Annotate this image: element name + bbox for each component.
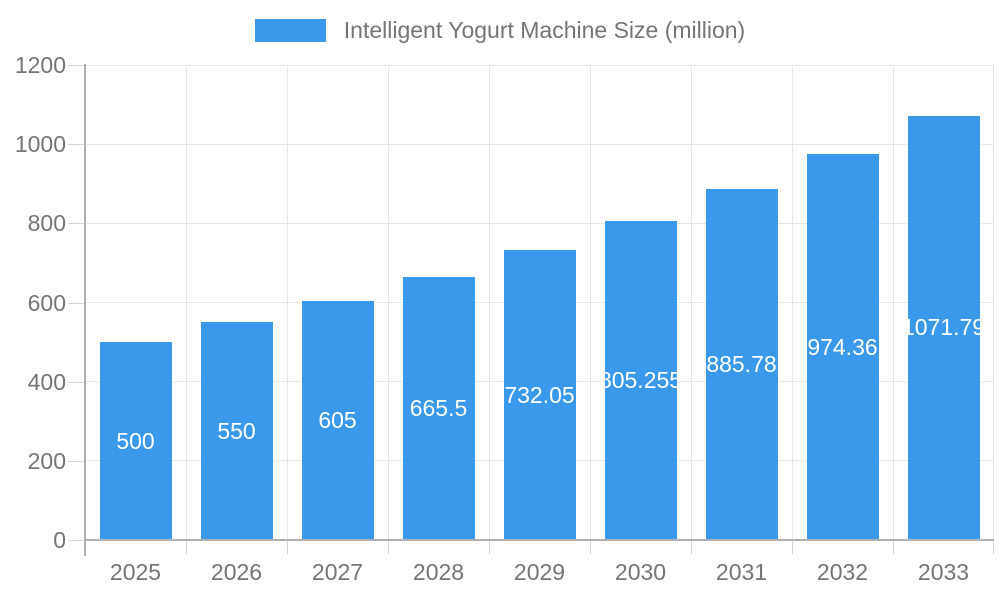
x-axis-tick-label: 2030 bbox=[614, 559, 667, 585]
gridline-vertical bbox=[489, 65, 490, 540]
bar-value-label: 500 bbox=[116, 427, 155, 454]
y-axis-tick-mark bbox=[68, 302, 84, 304]
y-axis-tick-mark bbox=[68, 223, 84, 225]
bar[interactable]: 805.255 bbox=[604, 221, 677, 540]
y-axis-tick-label: 400 bbox=[27, 368, 66, 395]
x-axis-tick-label: 2026 bbox=[210, 559, 263, 585]
x-axis-tick-mark bbox=[590, 541, 591, 554]
y-axis-tick-mark bbox=[68, 381, 84, 383]
gridline-vertical bbox=[792, 65, 793, 540]
y-axis-tick-mark bbox=[68, 144, 84, 146]
bar[interactable]: 885.78 bbox=[705, 189, 778, 540]
bar-value-label: 885.78 bbox=[706, 351, 777, 378]
x-axis-tick-label: 2031 bbox=[715, 559, 768, 585]
x-axis-tick-mark bbox=[792, 541, 793, 554]
bar[interactable]: 605 bbox=[301, 300, 374, 540]
y-axis-tick-label: 0 bbox=[53, 527, 66, 553]
y-axis-tick-label: 600 bbox=[27, 289, 66, 316]
y-axis-tick-label: 800 bbox=[27, 210, 66, 237]
gridline-vertical bbox=[287, 65, 288, 540]
x-axis-line bbox=[85, 539, 994, 541]
x-axis-tick-label: 2032 bbox=[816, 559, 869, 585]
bar-value-label: 805.255 bbox=[604, 367, 677, 394]
gridline-horizontal bbox=[85, 64, 994, 66]
y-axis-tick-mark bbox=[68, 460, 84, 462]
gridline-vertical bbox=[993, 65, 994, 540]
y-axis-tick-label: 1000 bbox=[14, 131, 66, 158]
bar-value-label: 665.5 bbox=[409, 394, 468, 421]
x-axis-tick-label: 2025 bbox=[109, 559, 162, 585]
y-axis-tick-mark bbox=[68, 540, 84, 541]
y-axis-tick-label: 1200 bbox=[14, 52, 66, 78]
gridline-vertical bbox=[691, 65, 692, 540]
x-axis-tick-label: 2027 bbox=[311, 559, 364, 585]
legend-label: Intelligent Yogurt Machine Size (million… bbox=[343, 17, 746, 43]
gridline-vertical bbox=[388, 65, 389, 540]
gridline-horizontal bbox=[85, 222, 994, 224]
bar[interactable]: 1071.79 bbox=[907, 115, 980, 540]
legend-swatch bbox=[254, 19, 326, 42]
x-axis-tick-mark bbox=[287, 541, 288, 554]
x-axis-tick-mark bbox=[489, 541, 490, 554]
x-axis-tick-label: 2029 bbox=[513, 559, 566, 585]
legend[interactable]: Intelligent Yogurt Machine Size (million… bbox=[0, 17, 1000, 44]
gridline-horizontal bbox=[85, 143, 994, 145]
gridline-vertical bbox=[186, 65, 187, 540]
bar[interactable]: 974.36 bbox=[806, 154, 879, 540]
x-axis-tick-mark bbox=[691, 541, 692, 554]
bar-value-label: 1071.79 bbox=[907, 314, 980, 341]
x-axis-tick-mark bbox=[186, 541, 187, 554]
bar[interactable]: 550 bbox=[200, 322, 273, 540]
x-axis-tick-label: 2028 bbox=[412, 559, 465, 585]
y-axis-tick-label: 200 bbox=[27, 447, 66, 474]
bar-value-label: 974.36 bbox=[807, 333, 878, 360]
y-axis-tick-mark bbox=[68, 65, 84, 66]
y-axis-line bbox=[84, 64, 86, 556]
bar-value-label: 605 bbox=[318, 406, 357, 433]
x-axis-tick-label: 2033 bbox=[917, 559, 970, 585]
x-axis-tick-mark bbox=[993, 541, 994, 554]
x-axis-tick-mark bbox=[893, 541, 894, 554]
bar[interactable]: 665.5 bbox=[402, 276, 475, 540]
bar[interactable]: 500 bbox=[99, 342, 172, 540]
gridline-vertical bbox=[590, 65, 591, 540]
x-axis-tick-mark bbox=[388, 541, 389, 554]
bar-value-label: 732.05 bbox=[504, 381, 575, 408]
gridline-vertical bbox=[893, 65, 894, 540]
bar[interactable]: 732.05 bbox=[503, 250, 576, 540]
plot-area: 500 550 605 665.5 732.05 805.255 885.78 974.36 1… bbox=[85, 64, 994, 540]
bar-value-label: 550 bbox=[217, 417, 256, 444]
